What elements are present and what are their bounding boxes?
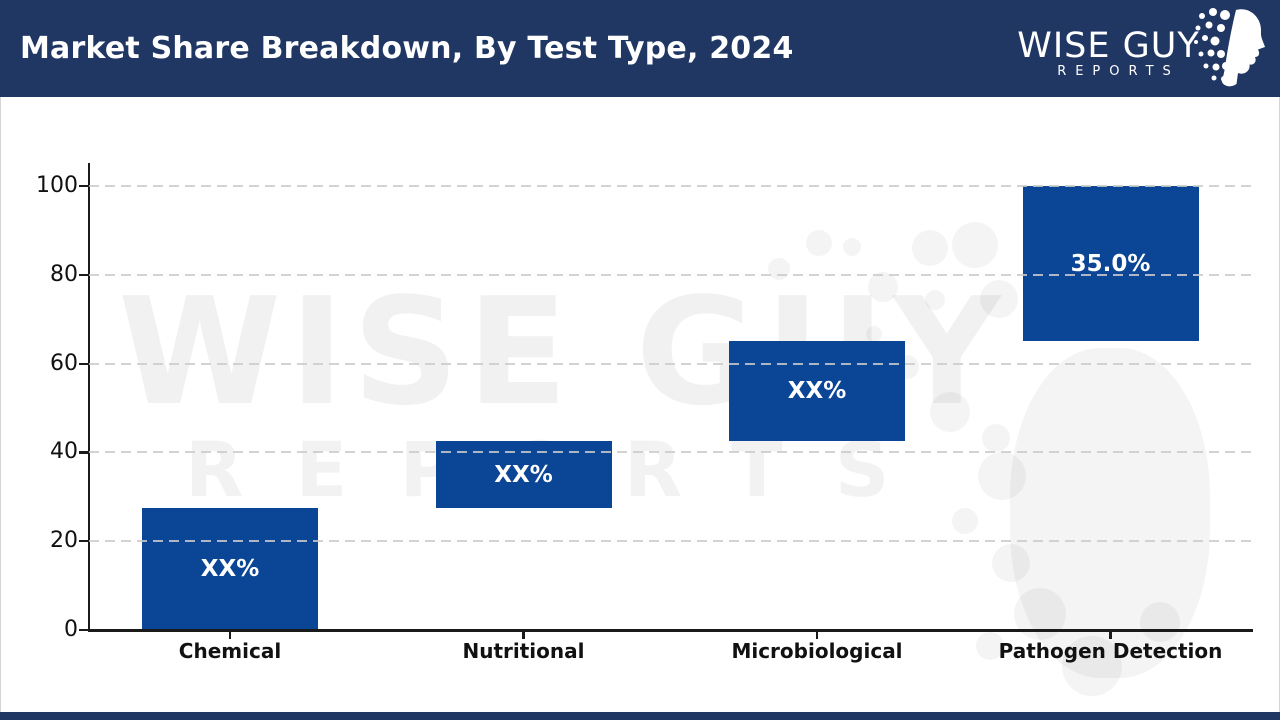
- bar-chemical[interactable]: XX%: [142, 507, 318, 630]
- y-tick-label: 0: [64, 617, 78, 642]
- page-title: Market Share Breakdown, By Test Type, 20…: [20, 31, 794, 66]
- gridline-80: [89, 273, 1253, 276]
- gridline-60: [89, 362, 1253, 365]
- footer-bar: [0, 712, 1280, 720]
- bar-value-label-chemical: XX%: [200, 555, 260, 582]
- gridline-20: [89, 540, 1253, 543]
- x-axis-spine: [87, 629, 1253, 632]
- y-tick-mark: [79, 629, 88, 632]
- gridline-40: [89, 451, 1253, 454]
- x-tick-mark: [815, 631, 819, 639]
- bar-pathogen-detection[interactable]: 35.0%: [1022, 186, 1199, 342]
- x-category-label-microbiological: Microbiological: [731, 639, 903, 663]
- bar-value-label-microbiological: XX%: [787, 378, 847, 405]
- header: Market Share Breakdown, By Test Type, 20…: [0, 0, 1280, 97]
- bar-value-label-nutritional: XX%: [494, 461, 553, 488]
- y-tick-mark: [79, 273, 88, 276]
- bar-value-label-pathogen-detection: 35.0%: [1070, 250, 1151, 277]
- y-tick-label: 60: [50, 350, 78, 376]
- y-axis-spine: [87, 163, 90, 632]
- logo-head-icon: [1194, 8, 1265, 87]
- logo-text-main: WISE GUY: [1017, 26, 1200, 66]
- y-tick-label: 80: [50, 261, 78, 287]
- y-tick-label: 100: [36, 173, 78, 198]
- y-tick-label: 20: [50, 528, 78, 554]
- x-tick-mark: [228, 631, 232, 639]
- x-tick-mark: [522, 631, 525, 639]
- x-category-label-nutritional: Nutritional: [462, 639, 585, 663]
- y-tick-mark: [79, 185, 88, 188]
- y-tick-mark: [79, 540, 88, 543]
- logo-text-sub: REPORTS: [1057, 64, 1180, 79]
- x-category-label-pathogen-detection: Pathogen Detection: [998, 639, 1223, 663]
- y-tick-mark: [79, 362, 88, 365]
- x-tick-mark: [1109, 631, 1112, 639]
- wiseguy-logo: WISE GUY REPORTS: [1016, 4, 1266, 94]
- y-tick-label: 40: [50, 439, 78, 465]
- x-category-label-chemical: Chemical: [178, 639, 282, 663]
- y-tick-mark: [79, 451, 88, 454]
- gridline-100: [89, 185, 1253, 187]
- bar-microbiological[interactable]: XX%: [729, 341, 905, 442]
